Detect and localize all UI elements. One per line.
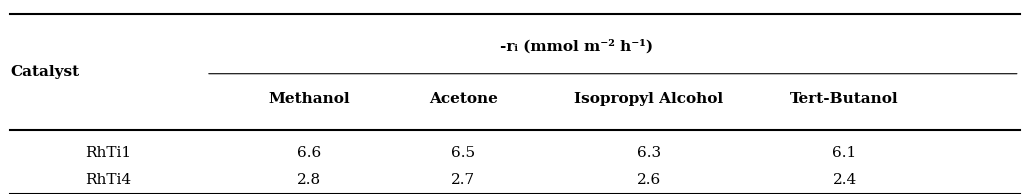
- Text: 6.5: 6.5: [451, 146, 476, 160]
- Text: 2.4: 2.4: [832, 173, 857, 187]
- Text: 6.1: 6.1: [832, 146, 857, 160]
- Text: RhTi4: RhTi4: [85, 173, 131, 187]
- Text: 2.8: 2.8: [297, 173, 321, 187]
- Text: 6.6: 6.6: [297, 146, 321, 160]
- Text: 2.7: 2.7: [451, 173, 476, 187]
- Text: Acetone: Acetone: [430, 92, 497, 106]
- Text: Catalyst: Catalyst: [10, 65, 79, 79]
- Text: 2.6: 2.6: [637, 173, 661, 187]
- Text: Isopropyl Alcohol: Isopropyl Alcohol: [575, 92, 723, 106]
- Text: -rᵢ (mmol m⁻² h⁻¹): -rᵢ (mmol m⁻² h⁻¹): [501, 39, 653, 54]
- Text: Methanol: Methanol: [268, 92, 350, 106]
- Text: 6.3: 6.3: [637, 146, 661, 160]
- Text: Tert-Butanol: Tert-Butanol: [790, 92, 899, 106]
- Text: RhTi1: RhTi1: [85, 146, 131, 160]
